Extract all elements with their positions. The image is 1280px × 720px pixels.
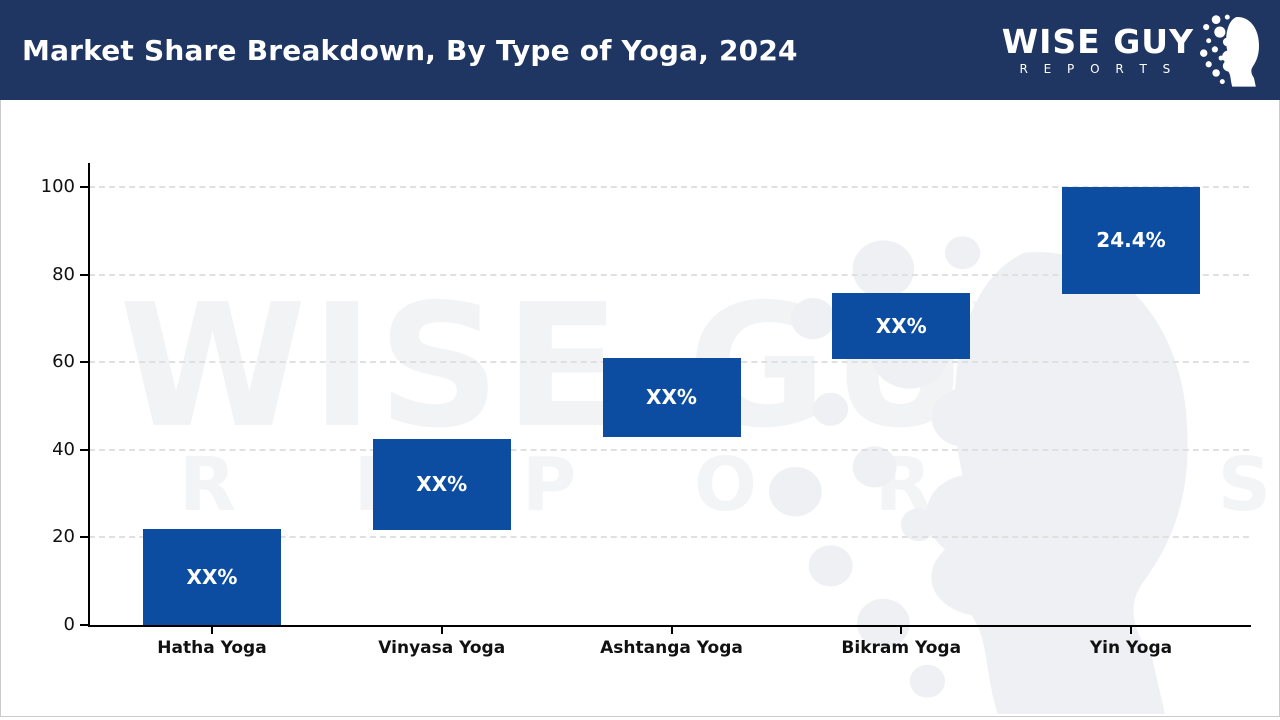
x-axis-tick [1130, 627, 1132, 634]
y-axis-tick-label: 0 [63, 614, 75, 635]
brand-subtitle: R E P O R T S [1019, 61, 1177, 76]
bar-value-label: XX% [186, 564, 238, 589]
y-axis-tick-label: 80 [52, 263, 75, 285]
brand-name: WISE GUY [1001, 21, 1194, 61]
bar-value-label: XX% [416, 472, 468, 497]
bar-vinyasa-yoga: XX% [372, 438, 511, 530]
x-axis-tick [900, 627, 903, 634]
y-axis-tick-label: 100 [40, 176, 75, 197]
x-axis-category-label: Yin Yoga [1089, 638, 1173, 658]
x-axis-category-label: Bikram Yoga [841, 638, 962, 658]
header: Market Share Breakdown, By Type of Yoga,… [0, 0, 1280, 100]
x-axis-tick [211, 627, 213, 634]
bar-value-label: XX% [875, 313, 927, 338]
bar-hatha-yoga: XX% [143, 528, 281, 625]
x-axis-tick [440, 627, 443, 634]
y-axis-tick [80, 624, 88, 626]
gridline-100 [89, 186, 1249, 188]
chart-card: WISE GUY R E P O R T S 020406080100XX%Ha… [0, 100, 1280, 717]
y-axis-tick [80, 536, 88, 539]
chart-title: Market Share Breakdown, By Type of Yoga,… [22, 33, 798, 67]
y-axis-tick-label: 40 [52, 438, 75, 460]
gridline-20 [89, 536, 1249, 539]
x-axis-line [88, 625, 1251, 627]
x-axis-category-label: Ashtanga Yoga [600, 638, 743, 658]
brand-face-icon [1200, 14, 1259, 87]
gridline-40 [89, 448, 1249, 451]
y-axis-tick [80, 448, 88, 451]
y-axis-tick-label: 20 [52, 526, 75, 548]
y-axis-tick [80, 273, 88, 276]
bar-value-label: XX% [646, 385, 697, 410]
x-axis-category-label: Vinyasa Yoga [378, 638, 506, 658]
gridline-80 [89, 273, 1249, 276]
brand-logo: WISE GUY R E P O R T S [1002, 10, 1262, 90]
bar-value-label: 24.4% [1096, 228, 1166, 253]
x-axis-category-label: Hatha Yoga [157, 638, 267, 658]
y-axis-tick [80, 186, 88, 188]
watermark-face-icon [769, 236, 1188, 714]
y-axis-tick [80, 361, 88, 364]
bar-bikram-yoga: XX% [832, 292, 971, 359]
bar-ashtanga-yoga: XX% [602, 357, 741, 438]
x-axis-tick [670, 627, 673, 634]
y-axis-line [88, 163, 90, 627]
y-axis-tick-label: 60 [52, 351, 75, 373]
bar-yin-yoga: 24.4% [1062, 187, 1200, 294]
brand-text: WISE GUY R E P O R T S [1002, 25, 1194, 76]
